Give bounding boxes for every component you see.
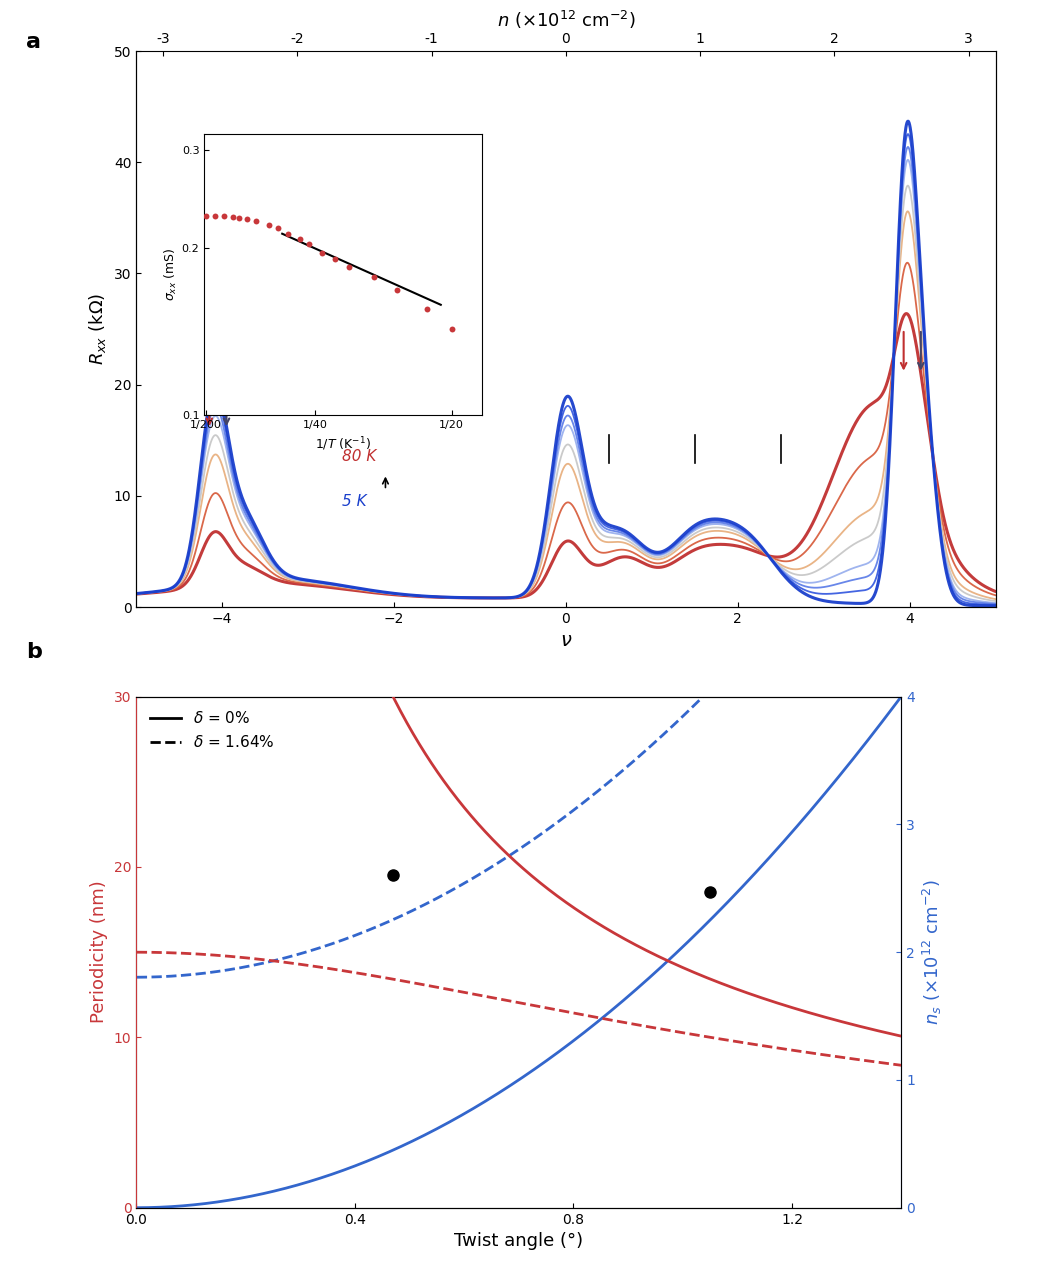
X-axis label: $\nu$: $\nu$	[560, 631, 572, 651]
Y-axis label: $\sigma_{xx}$ (mS): $\sigma_{xx}$ (mS)	[162, 248, 179, 302]
Y-axis label: $R_{xx}$ (k$\Omega$): $R_{xx}$ (k$\Omega$)	[87, 293, 108, 366]
Point	[389, 280, 406, 300]
Point	[224, 207, 241, 227]
X-axis label: Twist angle (°): Twist angle (°)	[454, 1232, 584, 1250]
Y-axis label: Periodicity (nm): Periodicity (nm)	[90, 881, 108, 1024]
Legend: $\delta$ = 0%, $\delta$ = 1.64%: $\delta$ = 0%, $\delta$ = 1.64%	[144, 704, 281, 757]
Point	[534, 318, 551, 339]
Text: 80 K: 80 K	[343, 450, 377, 464]
Point	[626, 348, 642, 368]
Text: 5 K: 5 K	[343, 493, 367, 509]
Point	[248, 211, 265, 231]
X-axis label: $n$ ($\times$10$^{12}$ cm$^{-2}$): $n$ ($\times$10$^{12}$ cm$^{-2}$)	[497, 9, 635, 31]
Point	[279, 224, 297, 244]
Point	[326, 249, 343, 270]
Point	[443, 318, 460, 339]
Point	[269, 217, 286, 238]
Point	[261, 215, 278, 235]
Point	[291, 229, 308, 249]
Y-axis label: $n_s$ ($\times$10$^{12}$ cm$^{-2}$): $n_s$ ($\times$10$^{12}$ cm$^{-2}$)	[920, 879, 943, 1025]
Point	[231, 208, 247, 229]
Text: a: a	[26, 32, 41, 52]
Point	[365, 267, 381, 288]
Point	[206, 206, 223, 226]
Point	[341, 257, 357, 277]
Point	[418, 299, 435, 320]
Point	[197, 206, 214, 226]
Point	[313, 243, 330, 263]
Point	[300, 234, 316, 254]
X-axis label: $1/T$ (K$^{-1}$): $1/T$ (K$^{-1}$)	[315, 436, 371, 454]
Point	[238, 210, 255, 230]
Text: b: b	[26, 642, 42, 662]
Point	[216, 206, 233, 226]
